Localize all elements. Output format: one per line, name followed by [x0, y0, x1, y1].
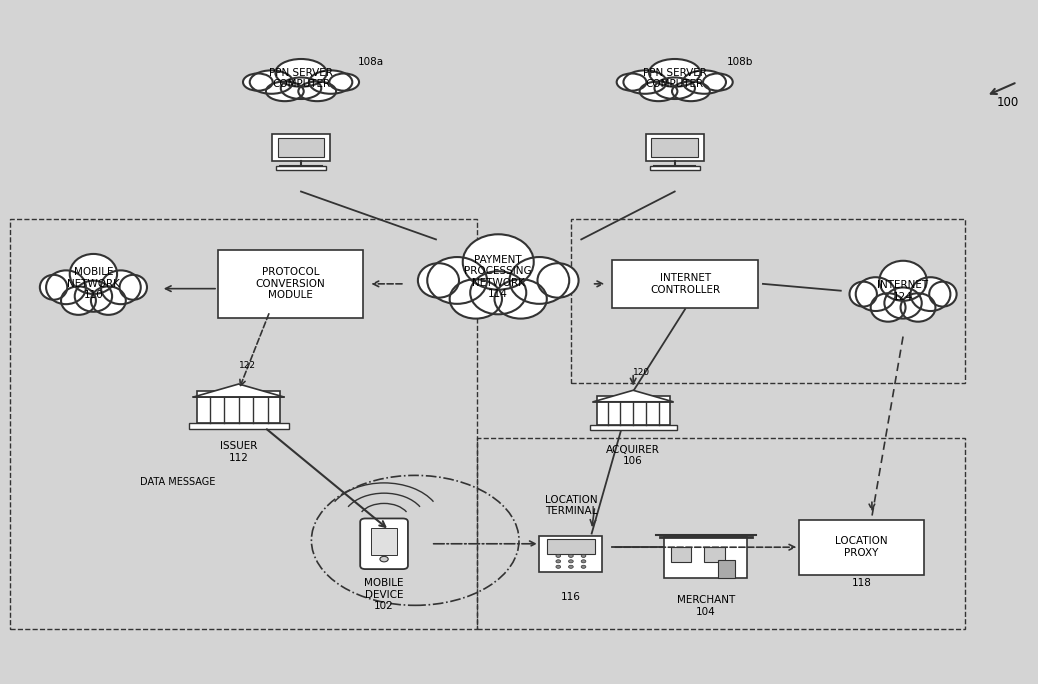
FancyBboxPatch shape [799, 520, 924, 575]
Text: 118: 118 [851, 578, 872, 588]
FancyBboxPatch shape [547, 540, 595, 554]
Ellipse shape [275, 59, 327, 87]
FancyBboxPatch shape [650, 166, 700, 170]
Circle shape [556, 565, 561, 568]
Text: LOCATION
PROXY: LOCATION PROXY [836, 536, 887, 558]
Ellipse shape [639, 81, 678, 101]
Ellipse shape [672, 81, 710, 101]
Circle shape [380, 556, 388, 562]
Circle shape [581, 554, 585, 557]
Ellipse shape [901, 293, 935, 321]
Ellipse shape [243, 73, 273, 91]
Ellipse shape [703, 73, 733, 91]
FancyBboxPatch shape [652, 138, 698, 157]
Ellipse shape [91, 287, 126, 315]
Ellipse shape [61, 287, 95, 315]
Ellipse shape [463, 234, 534, 290]
FancyBboxPatch shape [646, 134, 704, 161]
Ellipse shape [266, 81, 304, 101]
Ellipse shape [929, 282, 957, 306]
Circle shape [556, 560, 561, 563]
Ellipse shape [119, 275, 147, 300]
Circle shape [581, 565, 585, 568]
FancyBboxPatch shape [704, 547, 725, 562]
FancyBboxPatch shape [276, 166, 326, 170]
FancyBboxPatch shape [189, 423, 289, 429]
Ellipse shape [624, 70, 666, 94]
Text: PAYMENT
PROCESSING
NETWORK
114: PAYMENT PROCESSING NETWORK 114 [464, 254, 532, 300]
Ellipse shape [428, 257, 487, 304]
Ellipse shape [655, 77, 695, 99]
Ellipse shape [879, 261, 927, 301]
FancyBboxPatch shape [360, 518, 408, 569]
FancyBboxPatch shape [612, 260, 758, 308]
FancyBboxPatch shape [218, 250, 363, 318]
Ellipse shape [470, 272, 526, 315]
FancyBboxPatch shape [540, 536, 602, 573]
Text: ISSUER
112: ISSUER 112 [220, 441, 257, 463]
Text: PPN SERVER
COMPUTER: PPN SERVER COMPUTER [643, 68, 707, 90]
Polygon shape [193, 384, 284, 397]
Ellipse shape [75, 280, 112, 312]
Ellipse shape [298, 81, 336, 101]
Ellipse shape [849, 282, 877, 306]
Ellipse shape [418, 263, 459, 298]
Ellipse shape [494, 279, 547, 319]
Circle shape [581, 560, 585, 563]
Text: MOBILE
DEVICE
102: MOBILE DEVICE 102 [364, 578, 404, 611]
Circle shape [569, 560, 573, 563]
Text: MOBILE
NETWORK
110: MOBILE NETWORK 110 [67, 267, 119, 300]
Text: 120: 120 [633, 368, 650, 378]
Ellipse shape [538, 263, 578, 298]
FancyBboxPatch shape [718, 560, 735, 578]
Polygon shape [594, 391, 673, 402]
Ellipse shape [910, 277, 951, 311]
FancyBboxPatch shape [272, 134, 330, 161]
Text: 108a: 108a [358, 57, 384, 66]
FancyBboxPatch shape [664, 537, 747, 578]
Text: 100: 100 [996, 96, 1018, 109]
FancyBboxPatch shape [197, 391, 280, 423]
Ellipse shape [449, 279, 502, 319]
Text: ACQUIRER
106: ACQUIRER 106 [606, 445, 660, 466]
Text: DATA MESSAGE: DATA MESSAGE [140, 477, 216, 487]
Text: INTERNET
124: INTERNET 124 [877, 280, 929, 302]
FancyBboxPatch shape [371, 529, 398, 555]
Ellipse shape [649, 59, 701, 87]
Ellipse shape [329, 73, 359, 91]
Ellipse shape [617, 73, 647, 91]
Circle shape [569, 565, 573, 568]
Ellipse shape [309, 70, 352, 94]
Text: INTERNET
CONTROLLER: INTERNET CONTROLLER [650, 273, 720, 295]
Circle shape [556, 554, 561, 557]
Text: 108b: 108b [727, 57, 753, 66]
Text: 122: 122 [239, 361, 255, 371]
Ellipse shape [101, 270, 141, 304]
Text: PROTOCOL
CONVERSION
MODULE: PROTOCOL CONVERSION MODULE [255, 267, 326, 300]
FancyBboxPatch shape [590, 425, 677, 430]
Ellipse shape [884, 287, 922, 319]
Ellipse shape [46, 270, 86, 304]
FancyBboxPatch shape [671, 547, 691, 562]
Ellipse shape [70, 254, 117, 294]
Text: LOCATION
TERMINAL: LOCATION TERMINAL [545, 495, 597, 516]
Ellipse shape [510, 257, 569, 304]
FancyBboxPatch shape [278, 138, 324, 157]
Ellipse shape [250, 70, 293, 94]
Ellipse shape [855, 277, 896, 311]
Ellipse shape [683, 70, 726, 94]
Text: PPN SERVER
COMPUTER: PPN SERVER COMPUTER [269, 68, 333, 90]
Ellipse shape [39, 275, 67, 300]
Text: 116: 116 [561, 592, 581, 602]
Ellipse shape [871, 293, 905, 321]
Circle shape [569, 554, 573, 557]
Text: MERCHANT
104: MERCHANT 104 [677, 595, 735, 617]
FancyBboxPatch shape [597, 396, 670, 425]
Ellipse shape [280, 77, 321, 99]
